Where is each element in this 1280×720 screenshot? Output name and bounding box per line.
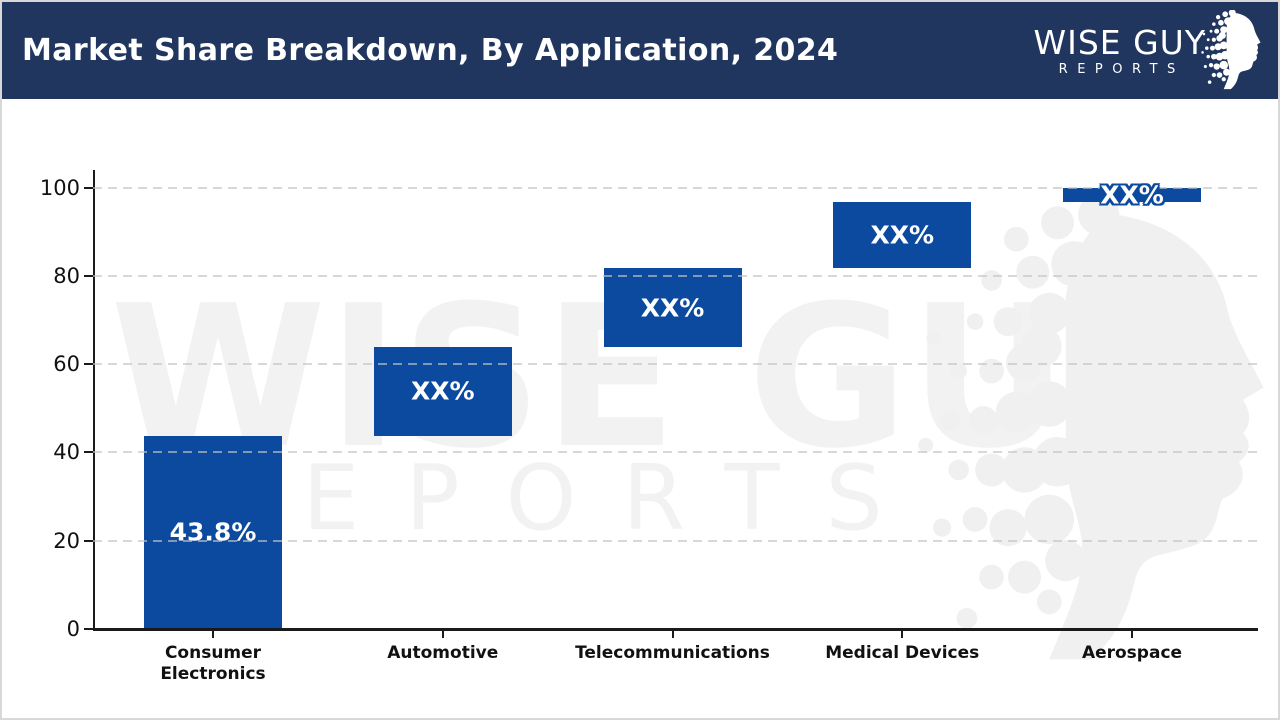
bar-automotive xyxy=(373,347,512,436)
y-tick-mark xyxy=(84,274,93,277)
page-title: Market Share Breakdown, By Application, … xyxy=(22,33,839,68)
x-tick-mark xyxy=(441,629,444,638)
x-tick-mark xyxy=(671,629,674,638)
y-tick-label: 100 xyxy=(39,175,80,200)
bar-consumer-electronics xyxy=(144,435,282,629)
brand-logo: WISE GUY REPORTS xyxy=(1033,9,1278,92)
gridline-60 xyxy=(93,363,1258,366)
y-tick-label: 40 xyxy=(53,440,80,465)
watermark-reports: REPORTS xyxy=(194,446,929,551)
x-tick-label: Aerospace xyxy=(1081,643,1183,663)
brand-wordmark: WISE GUY REPORTS xyxy=(1033,26,1206,76)
x-tick-mark xyxy=(212,629,214,638)
bar-value-label: XX% xyxy=(640,293,705,323)
y-tick-mark xyxy=(84,539,93,542)
x-tick-label: Telecommunications xyxy=(575,643,770,663)
gridline-100 xyxy=(93,186,1258,189)
brand-subtitle: REPORTS xyxy=(1058,61,1185,77)
y-tick-label: 60 xyxy=(53,352,80,377)
bar-value-label: XX% xyxy=(1100,180,1164,210)
bar-telecommunications xyxy=(603,267,742,348)
header-bar: Market Share Breakdown, By Application, … xyxy=(2,2,1278,99)
x-tick-mark xyxy=(1131,629,1133,638)
x-axis-line xyxy=(93,628,1258,631)
x-tick-label: Medical Devices xyxy=(825,643,980,663)
bar-value-label: 43.8% xyxy=(169,517,257,547)
y-tick-label: 80 xyxy=(53,263,80,288)
gridline-80 xyxy=(93,274,1258,277)
bar-value-label: XX% xyxy=(410,376,475,406)
y-axis-line xyxy=(93,170,95,631)
y-tick-label: 0 xyxy=(66,617,80,641)
y-tick-label: 20 xyxy=(53,528,80,553)
brand-name: WISE GUY xyxy=(1033,22,1206,62)
gridline-40 xyxy=(93,451,1258,454)
bar-medical-devices xyxy=(833,201,972,268)
bar-aerospace xyxy=(1063,187,1201,202)
y-tick-mark xyxy=(84,451,93,454)
x-tick-label: Consumer Electronics xyxy=(160,643,266,684)
bar-value-label: XX% xyxy=(870,220,935,250)
y-tick-mark xyxy=(84,363,93,366)
gridline-20 xyxy=(93,539,1258,542)
x-tick-mark xyxy=(901,629,904,638)
y-tick-mark xyxy=(84,628,93,630)
y-tick-mark xyxy=(84,186,93,189)
x-tick-label: Automotive xyxy=(387,643,499,663)
